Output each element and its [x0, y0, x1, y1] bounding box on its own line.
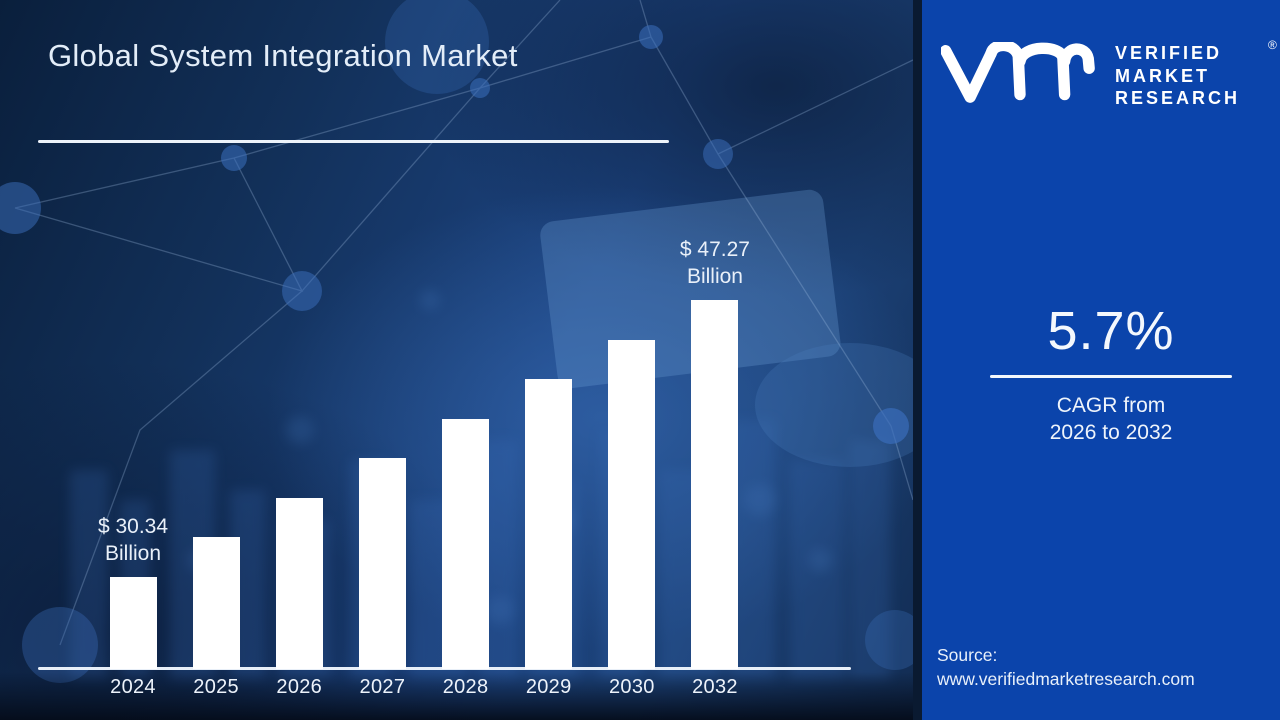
chart-panel: Global System Integration Market 2024 202…: [0, 0, 913, 720]
bar-2029: [525, 379, 573, 669]
bar-2032: [691, 300, 739, 669]
cagr-caption-line2: 2026 to 2032: [1049, 420, 1173, 444]
page-title: Global System Integration Market: [48, 38, 518, 73]
brand-name: VERIFIED MARKET RESEARCH: [1115, 42, 1240, 110]
cagr-value: 5.7%: [1047, 301, 1175, 361]
network-nodes: [0, 0, 913, 683]
source-url: www.verifiedmarketresearch.com: [937, 669, 1195, 689]
bar-2027: [358, 458, 406, 669]
x-tick-label-2027: 2027: [359, 676, 406, 698]
source-block: Source: www.verifiedmarketresearch.com: [937, 643, 1195, 691]
bar-2025: [192, 537, 240, 669]
brand-name-line3: RESEARCH: [1115, 88, 1241, 108]
x-tick-label-2024: 2024: [110, 676, 156, 698]
vmr-logo-icon: [941, 42, 1095, 103]
x-tick-label-2029: 2029: [525, 676, 572, 698]
brand-logo: VERIFIED MARKET RESEARCH ®: [941, 38, 1277, 112]
x-tick-label-2026: 2026: [276, 676, 323, 698]
cagr-caption-line1: CAGR from: [1056, 393, 1166, 417]
bar-2026: [275, 498, 323, 669]
x-tick-label-2030: 2030: [608, 676, 655, 698]
cagr-caption: CAGR from 2026 to 2032: [942, 392, 1280, 446]
cagr-underline: [990, 375, 1232, 378]
value-annotation-2032: $ 47.27 Billion: [679, 238, 750, 288]
bar-2024: [109, 577, 157, 669]
registered-trademark-icon: ®: [1268, 38, 1277, 52]
panel-divider: [913, 0, 922, 720]
cagr-block: 5.7% CAGR from 2026 to 2032: [942, 300, 1280, 446]
brand-sidebar: VERIFIED MARKET RESEARCH ® 5.7% CAGR fro…: [922, 0, 1280, 720]
bar-2030: [608, 340, 656, 669]
brand-name-line1: VERIFIED: [1115, 43, 1223, 63]
value-annotation-2024: $ 30.34 Billion: [97, 515, 169, 565]
bar-chart: 2024 2025 2026 2027 2028 2029 2030 2032 $ 30.34 B…: [38, 189, 851, 698]
x-tick-label-2025: 2025: [193, 676, 239, 698]
tablet-shape: [540, 189, 841, 389]
x-tick-label-2032: 2032: [692, 676, 738, 698]
x-tick-label-2028: 2028: [442, 676, 489, 698]
hand-shape: [755, 343, 913, 467]
bar-2028: [442, 419, 490, 669]
source-label: Source:: [937, 645, 998, 665]
title-underline: [38, 140, 669, 143]
brand-name-line2: MARKET: [1115, 65, 1210, 86]
